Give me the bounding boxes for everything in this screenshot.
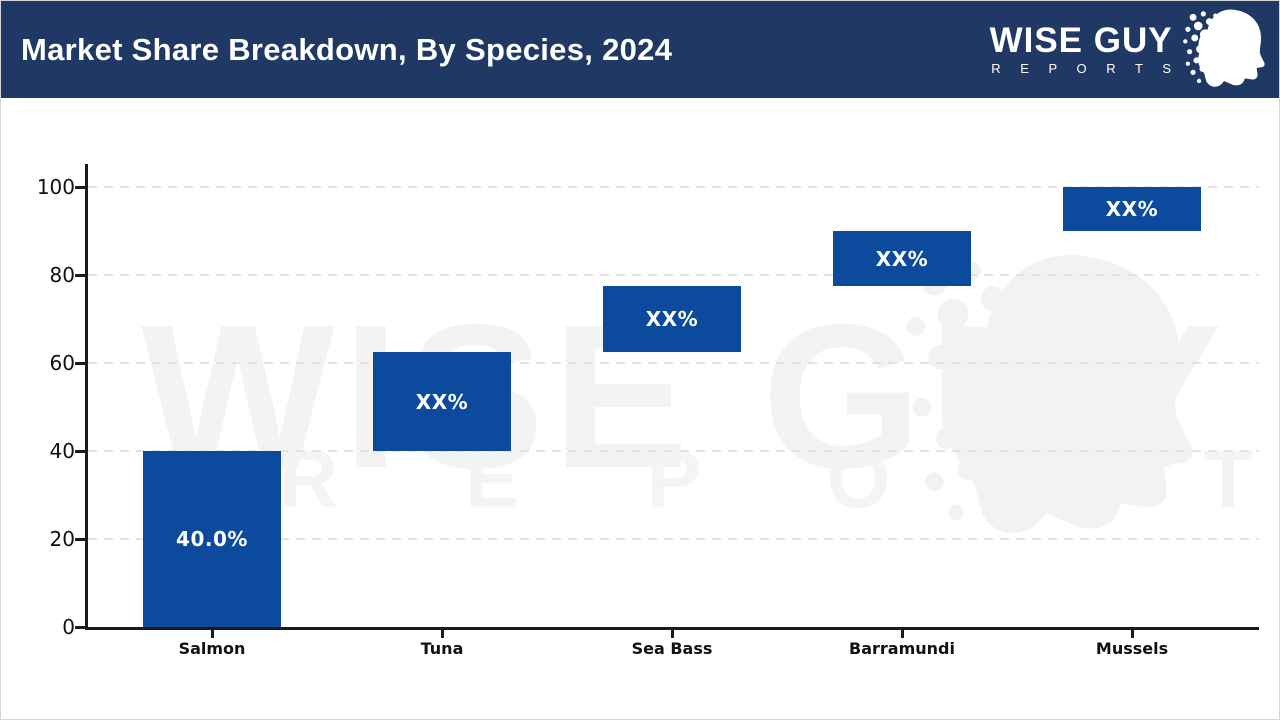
x-tick-label: Tuna (420, 639, 464, 658)
x-axis-line (85, 627, 1259, 630)
y-tick-label: 60 (49, 351, 75, 375)
gridline (88, 538, 1259, 540)
gridline (88, 274, 1259, 276)
y-tick-mark (75, 538, 85, 541)
logo-head-icon (1183, 9, 1265, 87)
y-tick-mark (75, 186, 85, 189)
bar: XX% (603, 286, 741, 352)
y-tick-mark (75, 450, 85, 453)
y-axis-line (85, 164, 88, 630)
gridline (88, 186, 1259, 188)
logo-text: WISE GUY R E P O R T S (983, 21, 1179, 76)
x-tick-mark (441, 630, 444, 638)
logo-tagline: R E P O R T S (991, 60, 1179, 76)
x-tick-label: Barramundi (849, 639, 955, 658)
x-tick-label: Sea Bass (631, 639, 713, 658)
bar: XX% (1063, 187, 1201, 231)
y-tick-label: 20 (49, 527, 75, 551)
y-tick-mark (75, 362, 85, 365)
y-tick-label: 80 (49, 263, 75, 287)
bar-value-label: XX% (1105, 197, 1159, 221)
bar: 40.0% (143, 451, 281, 627)
bar-value-label: XX% (645, 307, 699, 331)
bar-value-label: XX% (415, 389, 469, 414)
bar-value-label: 40.0% (176, 527, 248, 551)
x-tick-mark (901, 630, 904, 638)
y-tick-mark (75, 274, 85, 277)
x-tick-mark (671, 630, 674, 638)
x-tick-label: Mussels (1095, 639, 1169, 658)
y-tick-mark (75, 626, 85, 629)
x-tick-mark (211, 630, 214, 638)
bar: XX% (833, 231, 971, 286)
bar-value-label: XX% (875, 246, 929, 271)
x-tick-mark (1131, 630, 1134, 638)
gridline (88, 450, 1259, 452)
y-tick-label: 0 (62, 615, 75, 639)
x-tick-label: Salmon (178, 639, 246, 658)
y-tick-label: 100 (36, 175, 75, 199)
y-tick-label: 40 (49, 439, 75, 463)
gridline (88, 362, 1259, 364)
page-title: Market Share Breakdown, By Species, 2024 (21, 31, 673, 67)
wise-guy-logo: WISE GUY R E P O R T S (983, 6, 1267, 94)
logo-name: WISE GUY (989, 21, 1173, 61)
header-bar: Market Share Breakdown, By Species, 2024… (1, 1, 1279, 98)
bar: XX% (373, 352, 511, 451)
